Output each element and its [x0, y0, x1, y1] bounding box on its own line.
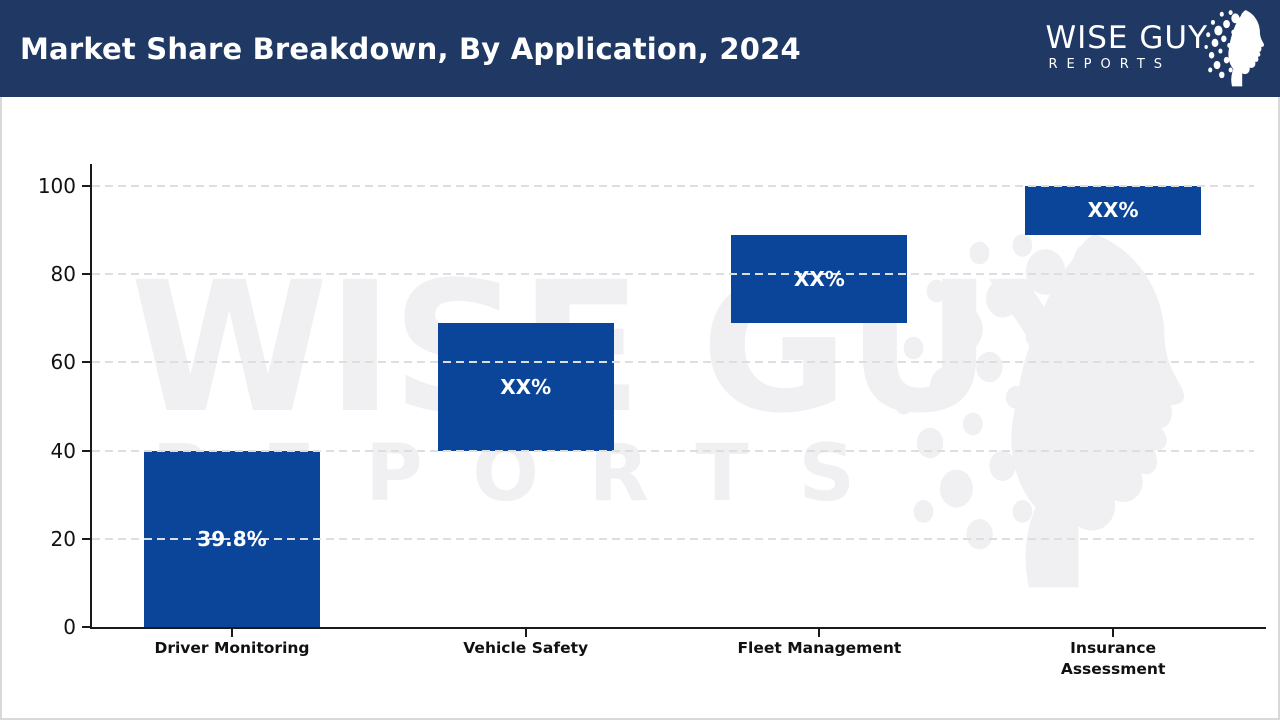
x-category-label: Driver Monitoring [154, 639, 310, 657]
y-axis-line [90, 164, 92, 629]
logo-wordmark: WISE GUY [1045, 19, 1208, 56]
logo-text: WISE GUY REPORTS [1045, 22, 1208, 73]
x-axis-tick [231, 629, 233, 637]
y-axis-tick [82, 449, 90, 452]
x-category-label: Fleet Management [737, 639, 902, 657]
logo-subtitle: REPORTS [1048, 57, 1172, 73]
chart-title: Market Share Breakdown, By Application, … [20, 31, 801, 66]
bar-value-label: XX% [1087, 198, 1139, 223]
y-axis-tick [82, 361, 90, 364]
gridline [92, 537, 1254, 540]
bar-value-label: XX% [500, 375, 552, 400]
y-tick-label: 80 [50, 262, 76, 287]
y-axis-tick [82, 626, 90, 628]
x-axis-tick [1112, 629, 1115, 637]
logo-head-icon [1198, 6, 1266, 88]
bar-value-label: 39.8% [197, 527, 267, 552]
bar-vehicle-safety [437, 322, 614, 452]
x-axis-line [90, 627, 1266, 629]
gridline [92, 449, 1254, 452]
gridline [92, 273, 1254, 276]
y-tick-label: 60 [50, 350, 76, 375]
x-axis-tick [818, 629, 821, 637]
gridline [92, 361, 1254, 364]
chart-area: WISE GUY REPORTS 0 20 40 60 80 100 39.8% Driver… [0, 97, 1280, 718]
y-axis-tick [82, 185, 90, 187]
y-tick-label: 100 [37, 174, 76, 198]
x-category-label: Vehicle Safety [463, 639, 589, 657]
y-tick-label: 20 [50, 526, 76, 551]
y-tick-label: 40 [50, 438, 76, 463]
wise-guy-logo: WISE GUY REPORTS [1045, 6, 1266, 88]
y-tick-label: 0 [63, 615, 76, 639]
bar-insurance-assessment [1025, 186, 1202, 235]
bar-value-label: XX% [793, 266, 845, 291]
x-category-label: Insurance Assessment [1060, 639, 1166, 678]
bar-fleet-management [731, 234, 908, 323]
y-axis-tick [82, 273, 90, 276]
y-axis-tick [82, 537, 90, 540]
x-axis-tick [524, 629, 527, 637]
gridline [92, 185, 1254, 187]
header: Market Share Breakdown, By Application, … [0, 0, 1280, 97]
